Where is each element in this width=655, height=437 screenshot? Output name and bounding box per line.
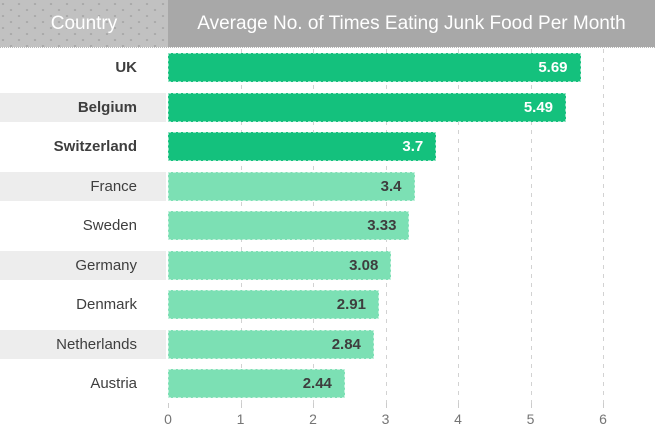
country-label-cell: Denmark: [0, 285, 168, 325]
x-axis: 0 1 2 3 4 5 6: [0, 402, 655, 437]
chart-row: Austria 2.44: [0, 364, 655, 404]
bar-track: 3.7: [168, 132, 655, 162]
bar-value-label: 5.69: [538, 59, 568, 77]
bar-value-label: 3.33: [367, 217, 397, 235]
bar-france[interactable]: 3.4: [168, 171, 415, 201]
axis-tick-label: 0: [164, 410, 172, 427]
country-label-cell: France: [0, 167, 168, 207]
bar-rows: UK 5.69 Belgium 5.49 Switzerland 3.7 France 3.4…: [0, 48, 655, 404]
axis-tick-label: 5: [526, 410, 535, 427]
row-label-band: Switzerland: [0, 132, 166, 161]
plot-area: UK 5.69 Belgium 5.49 Switzerland 3.7 France 3.4…: [0, 48, 655, 437]
country-label-cell: Netherlands: [0, 325, 168, 365]
country-label: France: [90, 177, 137, 195]
axis-tick: [240, 402, 242, 408]
chart-row: Switzerland 3.7: [0, 127, 655, 167]
country-column-header: Country: [0, 0, 168, 47]
bar-netherlands[interactable]: 2.84: [168, 329, 374, 359]
row-label-band: Austria: [0, 369, 166, 398]
axis-tick-label: 3: [381, 410, 390, 427]
axis-tick: [385, 402, 387, 408]
bar-track: 3.33: [168, 211, 655, 241]
axis-tick-label: 6: [599, 410, 607, 427]
chart-row: Denmark 2.91: [0, 285, 655, 325]
country-label: Austria: [90, 375, 137, 393]
axis-tick-label: 4: [454, 410, 462, 427]
country-label: Germany: [75, 256, 137, 274]
bar-value-label: 3.08: [349, 256, 379, 274]
bar-track: 5.69: [168, 53, 655, 83]
chart-header: Country Average No. of Times Eating Junk…: [0, 0, 655, 48]
axis-tick: [458, 402, 459, 408]
chart-title: Average No. of Times Eating Junk Food Pe…: [168, 0, 655, 47]
axis-tick: [313, 402, 314, 408]
axis-tick: [530, 402, 532, 408]
chart-row: Sweden 3.33: [0, 206, 655, 246]
bar-value-label: 5.49: [523, 98, 554, 116]
axis-tick-label: 1: [236, 410, 245, 427]
axis-tick: [603, 402, 604, 408]
row-label-band: Denmark: [0, 290, 166, 319]
row-label-band: UK: [0, 53, 166, 82]
country-label: Sweden: [82, 217, 137, 235]
bar-denmark[interactable]: 2.91: [168, 290, 379, 320]
row-label-band: Belgium: [0, 92, 166, 122]
country-label: Switzerland: [53, 138, 137, 156]
country-label: Netherlands: [56, 335, 137, 353]
country-label-cell: Sweden: [0, 206, 168, 246]
country-label-cell: Switzerland: [0, 127, 168, 167]
country-label-cell: Austria: [0, 364, 168, 404]
bar-track: 2.44: [168, 369, 655, 399]
country-label-cell: Germany: [0, 246, 168, 286]
bar-value-label: 2.84: [331, 335, 361, 353]
bar-track: 2.91: [168, 290, 655, 320]
bar-uk[interactable]: 5.69: [168, 53, 581, 83]
bar-switzerland[interactable]: 3.7: [168, 132, 437, 162]
bar-track: 3.4: [168, 171, 655, 201]
axis-tick: [168, 402, 169, 408]
country-label: Denmark: [76, 296, 137, 314]
bar-belgium[interactable]: 5.49: [168, 92, 567, 122]
bar-track: 5.49: [168, 92, 655, 122]
bar-value-label: 3.7: [402, 138, 424, 156]
country-label: UK: [115, 59, 137, 77]
chart-row: UK 5.69: [0, 48, 655, 88]
bar-germany[interactable]: 3.08: [168, 250, 392, 280]
row-label-band: France: [0, 171, 166, 201]
country-label: Belgium: [77, 98, 137, 116]
bar-value-label: 2.91: [336, 296, 366, 314]
axis-tick-label: 2: [309, 410, 317, 427]
bar-value-label: 3.4: [380, 177, 402, 195]
bar-track: 2.84: [168, 329, 655, 359]
country-label-cell: UK: [0, 48, 168, 88]
bar-track: 3.08: [168, 250, 655, 280]
country-label-cell: Belgium: [0, 88, 168, 128]
row-label-band: Netherlands: [0, 329, 166, 359]
bar-sweden[interactable]: 3.33: [168, 211, 410, 241]
row-label-band: Germany: [0, 250, 166, 280]
bar-austria[interactable]: 2.44: [168, 369, 345, 399]
chart-row: Netherlands 2.84: [0, 325, 655, 365]
chart-row: Belgium 5.49: [0, 88, 655, 128]
chart-row: Germany 3.08: [0, 246, 655, 286]
row-label-band: Sweden: [0, 211, 166, 240]
bar-value-label: 2.44: [302, 375, 332, 393]
chart-row: France 3.4: [0, 167, 655, 207]
